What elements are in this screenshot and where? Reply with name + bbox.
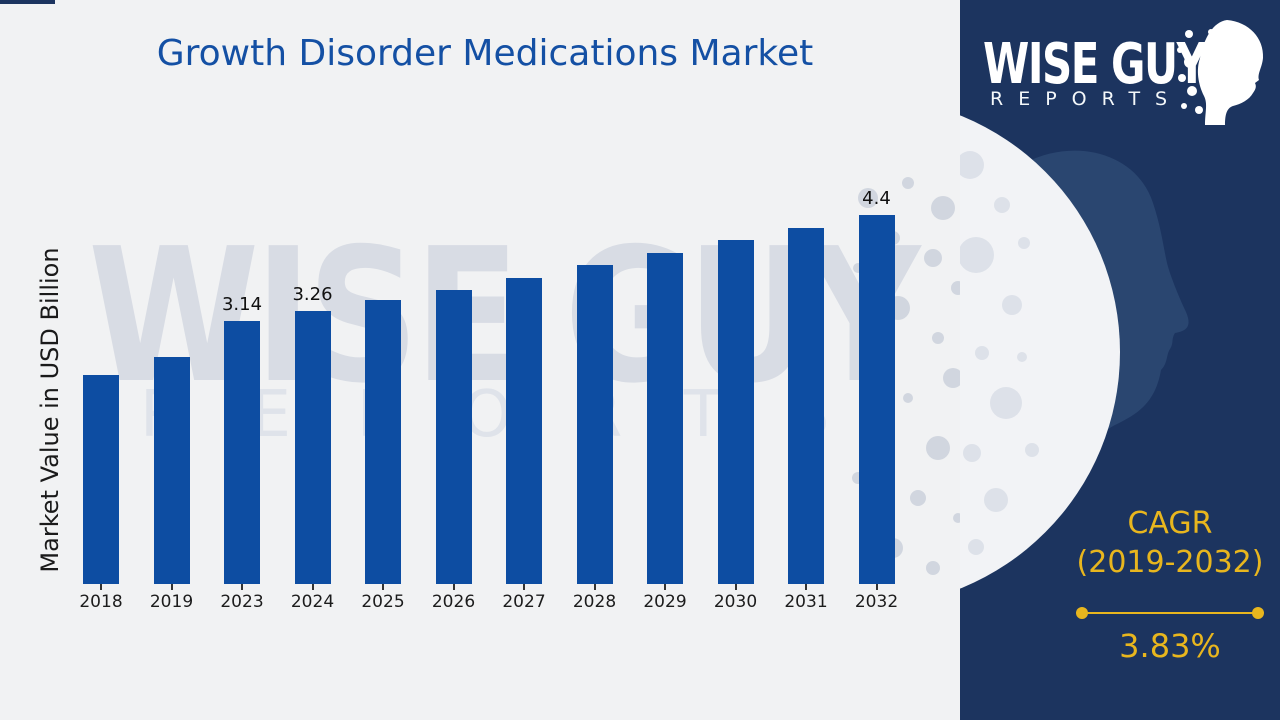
line-dot-left	[1076, 607, 1088, 619]
x-tick-label-2029: 2029	[643, 592, 687, 612]
x-tick-2018	[100, 584, 102, 590]
bar-2030	[717, 240, 754, 584]
x-tick-2024	[311, 584, 314, 590]
x-tick-2029	[664, 584, 666, 590]
cagr-range: (2019-2032)	[1076, 545, 1264, 580]
x-tick-2019	[170, 584, 173, 590]
x-tick-2032	[875, 584, 878, 590]
x-tick-label-2025: 2025	[361, 592, 405, 612]
logo-reports-text: REPORTS	[990, 88, 1183, 110]
line-rule	[1083, 612, 1257, 614]
x-tick-label-2019: 2019	[149, 592, 194, 612]
cagr-divider-line	[1076, 607, 1264, 619]
x-tick-2025	[382, 584, 384, 590]
x-tick-label-2031: 2031	[784, 592, 828, 612]
bar-value-label-2024: 3.26	[292, 284, 333, 305]
bar-2024	[294, 311, 331, 584]
line-dot-right	[1252, 607, 1264, 619]
bar-2023	[224, 321, 260, 584]
x-tick-2028	[593, 584, 596, 590]
x-tick-label-2028: 2028	[572, 592, 617, 612]
bar-value-label-2023: 3.14	[221, 294, 263, 315]
circle-dots-pattern	[960, 151, 1039, 555]
bar-2025	[365, 300, 401, 584]
logo-wiseguy-text: WISE GUY	[983, 32, 1207, 97]
x-tick-2027	[523, 584, 525, 590]
x-tick-label-2018: 2018	[79, 592, 123, 612]
cagr-value: 3.83%	[1119, 627, 1221, 665]
corner-artifact	[0, 0, 55, 4]
cagr-block: CAGR (2019-2032) 3.83%	[1070, 505, 1270, 665]
bar-2019	[153, 357, 190, 584]
x-tick-label-2027: 2027	[502, 592, 546, 612]
x-tick-2031	[805, 584, 807, 590]
brand-panel: WISE GUY REPORTS CAGR (2019-2032) 3.8	[960, 0, 1280, 720]
logo-head-icon	[1177, 20, 1264, 125]
bar-2027	[506, 278, 542, 584]
x-tick-2026	[452, 584, 455, 590]
bar-2029	[647, 253, 683, 584]
x-tick-label-2030: 2030	[713, 592, 758, 612]
bar-2031	[788, 228, 824, 584]
chart-title: Growth Disorder Medications Market	[156, 33, 814, 74]
bar-2026	[435, 290, 472, 584]
x-tick-label-2023: 2023	[220, 592, 264, 612]
x-tick-label-2026: 2026	[431, 592, 476, 612]
bar-2028	[576, 265, 613, 584]
bar-2032	[858, 215, 895, 584]
x-tick-label-2024: 2024	[290, 592, 335, 612]
bar-value-label-2032: 4.4	[862, 188, 891, 209]
cagr-label: CAGR	[1127, 506, 1213, 541]
x-tick-2023	[241, 584, 243, 590]
bar-2018	[83, 375, 119, 584]
x-tick-2030	[734, 584, 737, 590]
x-tick-label-2032: 2032	[854, 592, 899, 612]
